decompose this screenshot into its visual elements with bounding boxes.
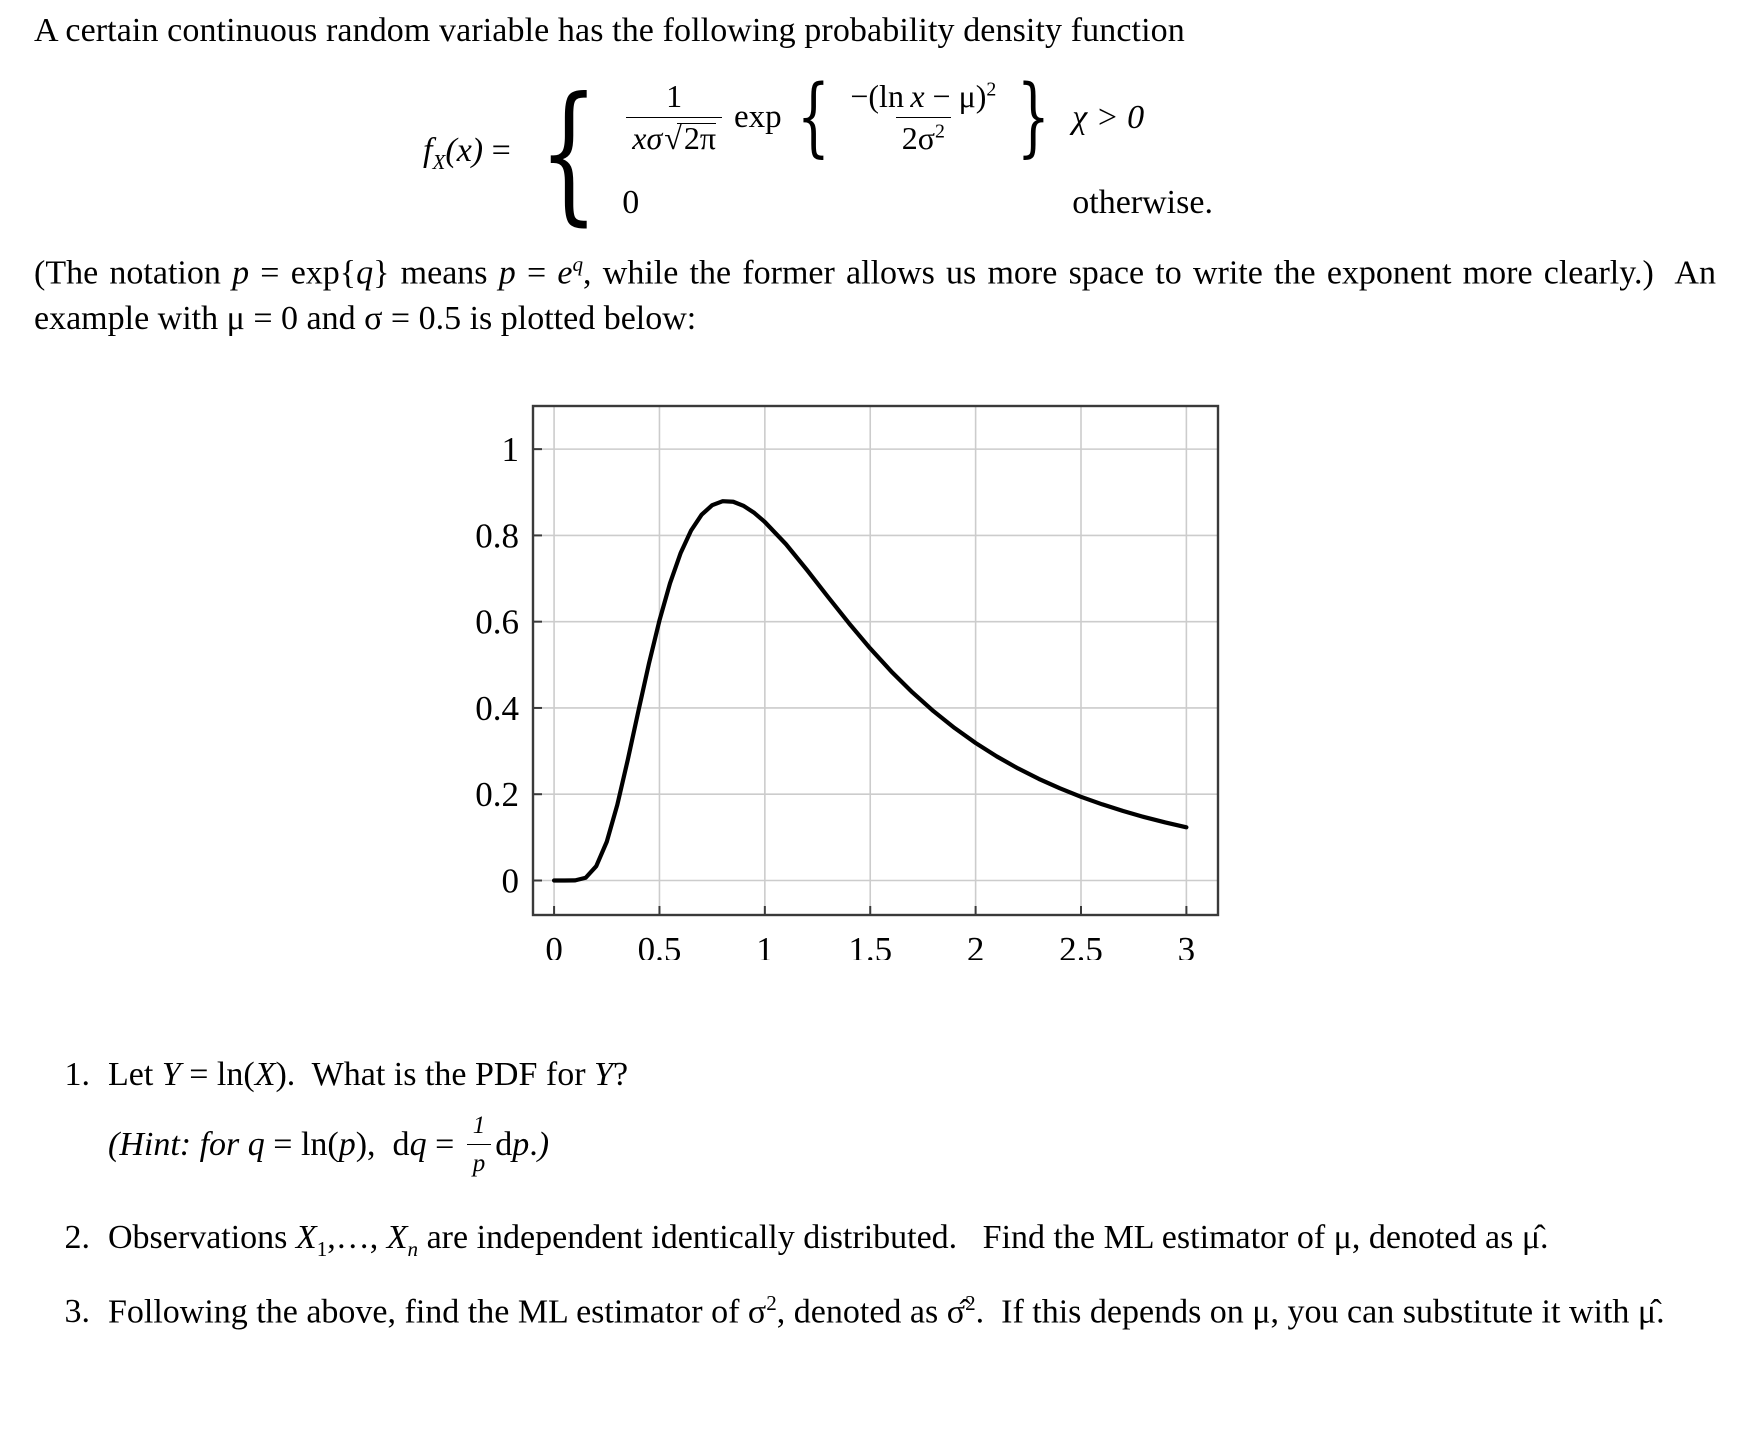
ytick-label-0: 0	[502, 861, 520, 900]
question-body-1: Let Y = ln(X). What is the PDF for Y? (H…	[108, 1052, 1724, 1181]
formula-lhs: fX(x) =	[423, 132, 511, 174]
intro-text: A certain continuous random variable has…	[34, 12, 1185, 49]
case-condition-otherwise: otherwise.	[1072, 184, 1213, 221]
question-number-1: 1.	[64, 1056, 91, 1093]
plot-frame	[531, 404, 1220, 917]
hint-fraction: 1 p	[466, 1109, 492, 1181]
question-item-3: 3. Following the above, find the ML esti…	[34, 1289, 1724, 1335]
exponent-denominator: 2σ2	[895, 117, 951, 157]
exp-keyword: exp	[733, 99, 782, 135]
case-row-otherwise: 0 otherwise.	[622, 177, 1213, 229]
xtick-label-4: 2	[967, 930, 985, 960]
ytick-label-2: 0.4	[475, 689, 519, 728]
ytick-label-4: 0.8	[475, 516, 519, 555]
hint-frac-numerator: 1	[472, 1112, 486, 1140]
question-body-2: Observations X1,…, Xn are independent id…	[108, 1218, 1549, 1261]
question-list: 1. Let Y = ln(X). What is the PDF for Y?…	[34, 1052, 1724, 1360]
xtick-label-2: 1	[756, 930, 774, 960]
exponent-fraction: −(ln x − μ)2 2σ2	[844, 78, 1002, 157]
question-item-1: 1. Let Y = ln(X). What is the PDF for Y?…	[34, 1052, 1724, 1181]
lognormal-pdf-chart: 0 0.2 0.4 0.6 0.8 1 0 0.5 1 1.5 2 2.5 3	[455, 360, 1255, 969]
xtick-label-3: 1.5	[848, 930, 892, 960]
case-expression: 1 xσ√ 2π exp { −(ln x − μ)2 2σ2 }	[622, 66, 1072, 167]
pdf-curve	[551, 499, 1189, 883]
xtick-label-5: 2.5	[1059, 930, 1103, 960]
hint-frac-denominator: p	[466, 1144, 492, 1180]
cases-brace: {	[538, 66, 599, 240]
question-body-3: Following the above, find the ML estimat…	[108, 1290, 1665, 1330]
question-number-2: 2.	[64, 1218, 91, 1256]
chart-svg: 0 0.2 0.4 0.6 0.8 1 0 0.5 1 1.5 2 2.5 3	[475, 404, 1220, 969]
xtick-label-1: 0.5	[638, 930, 682, 960]
ytick-label-1: 0.2	[475, 775, 519, 814]
question-item-2: 2. Observations X1,…, Xn are independent…	[34, 1215, 1724, 1263]
cases-list: 1 xσ√ 2π exp { −(ln x − μ)2 2σ2 }	[622, 66, 1213, 229]
ytick-label-5: 1	[502, 430, 520, 469]
case-row-positive: 1 xσ√ 2π exp { −(ln x − μ)2 2σ2 }	[622, 66, 1213, 167]
case-condition-positive: χ > 0	[1072, 98, 1145, 136]
case-zero-value: 0	[622, 184, 640, 221]
question-number-3: 3.	[64, 1292, 91, 1330]
hint-suffix: dp.)	[495, 1126, 550, 1164]
prefactor-fraction: 1 xσ√ 2π	[626, 78, 722, 157]
exponent-numerator: −(ln x − μ)2	[850, 78, 997, 114]
plot-background	[533, 406, 1218, 915]
notation-paragraph: (The notation p = exp{q} means p = eq, w…	[34, 252, 1716, 337]
hint-prefix: (Hint: for	[108, 1126, 240, 1164]
xtick-label-6: 3	[1178, 930, 1196, 960]
question-text-1: Let Y = ln(X). What is the PDF for Y?	[108, 1056, 629, 1093]
xtick-label-0: 0	[545, 930, 563, 960]
exp-close-brace: }	[1017, 66, 1051, 167]
question-hint-1: (Hint: for q = ln(p), dq = 1 p dp.)	[108, 1109, 1724, 1181]
ytick-label-3: 0.6	[475, 603, 519, 642]
prefactor-denominator: xσ√ 2π	[626, 117, 722, 157]
pdf-formula: fX(x) = { 1 xσ√ 2π exp {	[0, 66, 1746, 240]
prefactor-numerator: 1	[666, 78, 683, 114]
hint-expression: q = ln(p), dq =	[247, 1126, 463, 1164]
exp-open-brace: {	[796, 66, 830, 167]
